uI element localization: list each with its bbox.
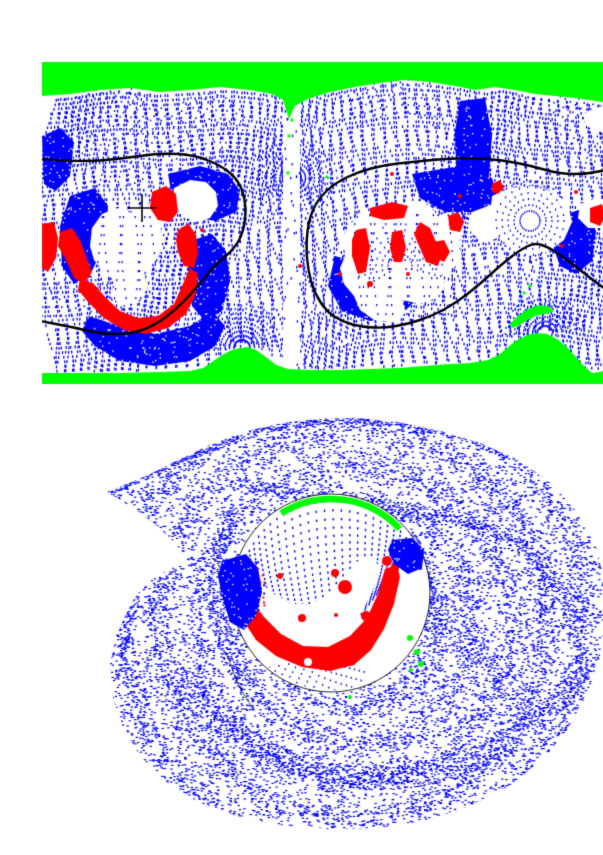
field-map-canvas [40,16,603,839]
scientific-figure [40,16,603,839]
